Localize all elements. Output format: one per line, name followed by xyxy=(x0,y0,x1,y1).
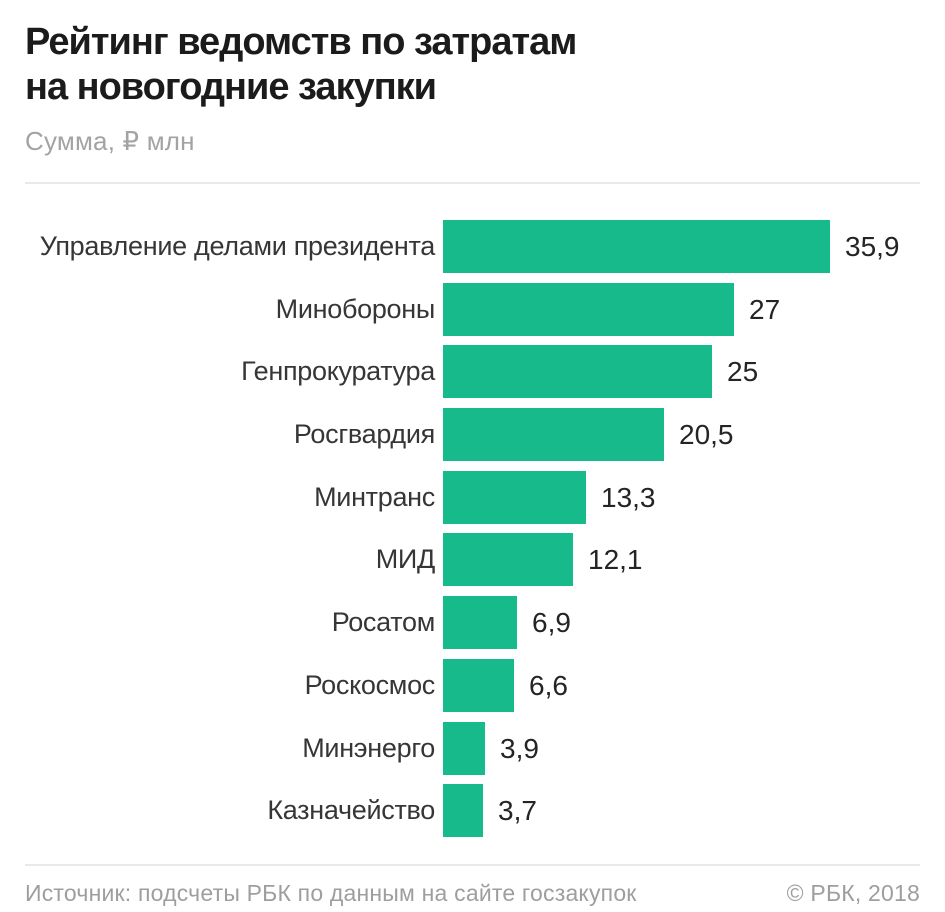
category-label: Росатом xyxy=(331,607,436,638)
value-label: 3,9 xyxy=(500,732,539,764)
value-label: 6,6 xyxy=(529,669,568,701)
copyright-note: © РБК, 2018 xyxy=(786,880,920,907)
top-divider xyxy=(25,182,920,184)
chart-row: Минтранс 13,3 xyxy=(25,470,920,524)
value-label: 27 xyxy=(749,293,781,325)
bar-track: 35,9 xyxy=(443,220,920,273)
value-label: 25 xyxy=(727,356,759,388)
bar xyxy=(443,533,573,587)
bar xyxy=(443,596,517,650)
bar xyxy=(443,282,734,336)
bar xyxy=(443,721,485,775)
category-label: Генпрокуратура xyxy=(241,356,435,387)
bar xyxy=(443,220,830,273)
value-label: 6,9 xyxy=(532,607,571,639)
bar-track: 13,3 xyxy=(443,470,920,524)
bar-track: 25 xyxy=(443,345,920,399)
chart-row: Роскосмос 6,6 xyxy=(25,658,920,712)
bar-track: 3,7 xyxy=(443,784,920,838)
chart-row: Минэнерго 3,9 xyxy=(25,721,920,775)
bar xyxy=(443,658,514,712)
chart-subtitle-units: Сумма, ₽ млн xyxy=(25,126,195,156)
chart-title: Рейтинг ведомств по затратам на новогодн… xyxy=(25,20,920,110)
chart-row: МИД 12,1 xyxy=(25,533,920,587)
footer-divider xyxy=(25,864,920,867)
bar-track: 20,5 xyxy=(443,408,920,462)
value-label: 3,7 xyxy=(498,795,537,827)
chart-row: Казначейство 3,7 xyxy=(25,784,920,838)
bar xyxy=(443,408,664,462)
value-label: 35,9 xyxy=(845,231,900,262)
category-label: Росгвардия xyxy=(293,419,435,450)
category-label: Роскосмос xyxy=(304,669,436,700)
category-label: Минобороны xyxy=(275,293,436,324)
bar xyxy=(443,345,712,399)
bar-chart: Управление делами президента 35,9 Минобо… xyxy=(25,220,920,838)
value-label: 20,5 xyxy=(679,419,734,451)
chart-row: Росатом 6,9 xyxy=(25,596,920,650)
category-label: Минэнерго xyxy=(302,732,435,763)
source-note: Источник: подсчеты РБК по данным на сайт… xyxy=(25,880,637,907)
category-label: Минтранс xyxy=(314,481,435,512)
bar-track: 6,9 xyxy=(443,596,920,650)
chart-row: Росгвардия 20,5 xyxy=(25,408,920,462)
bar-track: 12,1 xyxy=(443,533,920,587)
category-label: Управление делами президента xyxy=(39,231,436,261)
bar xyxy=(443,470,586,524)
bar xyxy=(443,784,483,838)
category-label: Казначейство xyxy=(267,795,435,826)
value-label: 13,3 xyxy=(601,481,656,513)
footer: Источник: подсчеты РБК по данным на сайт… xyxy=(25,880,920,907)
chart-row: Минобороны 27 xyxy=(25,282,920,336)
bar-track: 6,6 xyxy=(443,658,920,712)
chart-title-line1: Рейтинг ведомств по затратам xyxy=(25,21,577,63)
chart-row: Генпрокуратура 25 xyxy=(25,345,920,399)
value-label: 12,1 xyxy=(588,544,643,576)
chart-title-line2: на новогодние закупки xyxy=(25,66,437,108)
chart-row: Управление делами президента 35,9 xyxy=(25,220,920,273)
category-label: МИД xyxy=(375,544,436,575)
bar-track: 27 xyxy=(443,282,920,336)
bar-track: 3,9 xyxy=(443,721,920,775)
